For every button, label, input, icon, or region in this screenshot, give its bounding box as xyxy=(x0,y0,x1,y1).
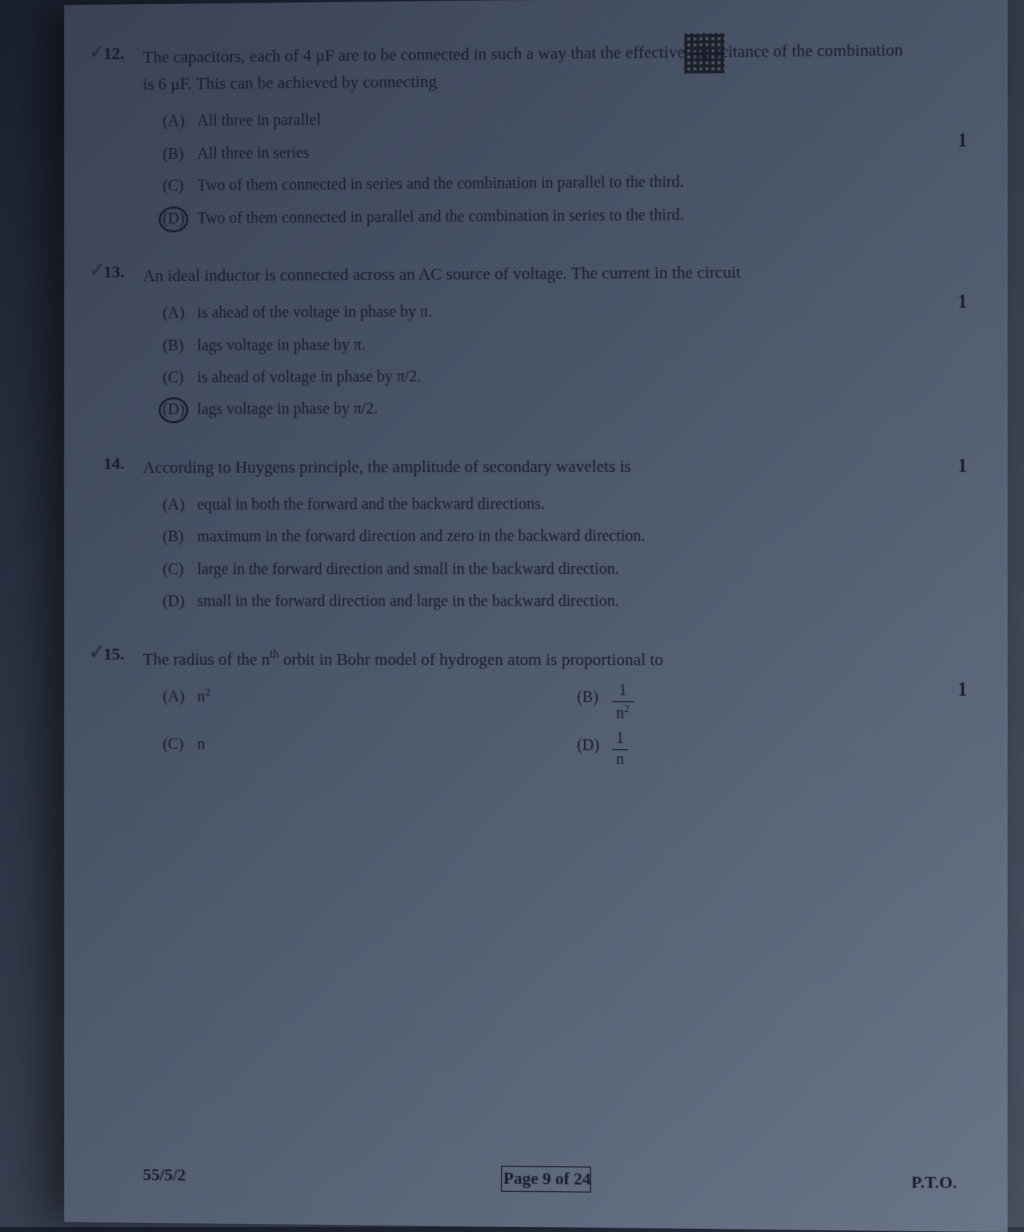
option-text: maximum in the forward direction and zer… xyxy=(197,522,957,553)
option-B: (B) 1 n2 xyxy=(577,683,957,723)
q15-sup: th xyxy=(270,647,279,661)
option-text: All three in parallel xyxy=(197,101,957,138)
option-text: n xyxy=(197,730,537,768)
option-label: (D) xyxy=(163,587,198,617)
option-label: (B) xyxy=(163,523,198,553)
page-number: Page 9 of 24 xyxy=(503,1169,590,1190)
option-label: (A) xyxy=(163,107,198,138)
option-text: large in the forward direction and small… xyxy=(197,554,957,585)
den-sup: 2 xyxy=(624,703,630,715)
pto-label: P.T.O. xyxy=(911,1173,956,1194)
options: (A)equal in both the forward and the bac… xyxy=(143,489,957,618)
q15-text-end: orbit in Bohr model of hydrogen atom is … xyxy=(279,650,663,669)
options: (A)is ahead of the voltage in phase by π… xyxy=(143,295,957,426)
question-number: 13. xyxy=(103,262,124,282)
option-text: is ahead of the voltage in phase by π. xyxy=(197,295,957,329)
fraction: 1 n2 xyxy=(612,683,634,722)
question-text: According to Huygens principle, the ampl… xyxy=(143,451,957,480)
option: (C)Two of them connected in series and t… xyxy=(163,166,957,202)
option: (B)All three in series xyxy=(163,133,957,170)
option: (D)Two of them connected in parallel and… xyxy=(163,198,957,234)
option-A: (A) n2 xyxy=(163,683,537,723)
option: (B)maximum in the forward direction and … xyxy=(163,522,957,553)
option-text: 1 n2 xyxy=(612,683,957,723)
option-D: (D) 1 n xyxy=(577,731,957,769)
option-label: (C) xyxy=(163,172,198,202)
fraction: 1 n xyxy=(612,731,628,768)
question: 14.According to Huygens principle, the a… xyxy=(143,451,957,617)
option-label: (B) xyxy=(163,331,198,361)
option: (C)is ahead of voltage in phase by π/2. xyxy=(163,360,957,394)
option: (B)lags voltage in phase by π. xyxy=(163,327,957,361)
question-text: An ideal inductor is connected across an… xyxy=(143,257,957,289)
question-text: The capacitors, each of 4 μF are to be c… xyxy=(143,36,957,98)
q15-a-sup: 2 xyxy=(205,687,211,699)
question: 13.An ideal inductor is connected across… xyxy=(143,257,957,426)
option-label: (B) xyxy=(163,140,198,170)
option-label: (A) xyxy=(163,491,198,521)
options: (A)All three in parallel(B)All three in … xyxy=(143,101,957,235)
option-text: 1 n xyxy=(612,731,957,769)
option-C: (C) n xyxy=(163,730,537,768)
q15-options: (A) n2 (B) 1 n2 (C) n (D) xyxy=(143,683,957,769)
option-label: (A) xyxy=(163,299,198,329)
marks: 1 xyxy=(958,287,967,316)
denominator: n xyxy=(612,750,628,768)
questions-container: 12.The capacitors, each of 4 μF are to b… xyxy=(143,36,957,618)
denominator: n2 xyxy=(612,702,634,722)
option-text: equal in both the forward and the backwa… xyxy=(197,489,957,521)
marks: 1 xyxy=(958,676,967,705)
option-label: (D) xyxy=(163,204,198,234)
marks: 1 xyxy=(958,451,967,480)
option-label: (B) xyxy=(577,683,612,722)
option-label: (D) xyxy=(163,396,198,426)
question-text: The radius of the nth orbit in Bohr mode… xyxy=(143,645,957,674)
option-label: (D) xyxy=(577,731,612,768)
option-label: (C) xyxy=(163,730,198,767)
option-text: Two of them connected in parallel and th… xyxy=(197,198,957,234)
question-number: 15. xyxy=(103,645,124,665)
q15-text-start: The radius of the n xyxy=(143,650,270,669)
question: 12.The capacitors, each of 4 μF are to b… xyxy=(143,36,957,235)
paper-code: 55/5/2 xyxy=(143,1165,186,1185)
marks: 1 xyxy=(958,126,967,155)
option-label: (A) xyxy=(163,683,198,722)
question-number: 14. xyxy=(103,454,124,474)
option-text: All three in series xyxy=(197,133,957,170)
option: (A)All three in parallel xyxy=(163,101,957,138)
option-text: lags voltage in phase by π/2. xyxy=(197,393,957,426)
q15-a-base: n xyxy=(197,689,205,706)
numerator: 1 xyxy=(612,731,628,750)
den-base: n xyxy=(616,706,624,723)
option: (D)small in the forward direction and la… xyxy=(163,587,957,618)
option: (A)is ahead of the voltage in phase by π… xyxy=(163,295,957,330)
question-15: 15. The radius of the nth orbit in Bohr … xyxy=(143,645,957,769)
option: (A)equal in both the forward and the bac… xyxy=(163,489,957,521)
option: (C)large in the forward direction and sm… xyxy=(163,554,957,585)
option: (D)lags voltage in phase by π/2. xyxy=(163,393,957,426)
option-text: is ahead of voltage in phase by π/2. xyxy=(197,360,957,394)
numerator: 1 xyxy=(612,683,634,702)
option-text: lags voltage in phase by π. xyxy=(197,327,957,361)
question-number: 12. xyxy=(103,44,124,64)
option-label: (C) xyxy=(163,555,198,585)
exam-paper: 12. The capacitors, each of 4 μF are to b… xyxy=(64,0,1007,1232)
option-label: (C) xyxy=(163,363,198,393)
page-footer: 55/5/2 Page 9 of 24 P.T.O. xyxy=(143,1162,957,1196)
option-text: Two of them connected in series and the … xyxy=(197,166,957,202)
option-text: n2 xyxy=(197,683,537,723)
option-text: small in the forward direction and large… xyxy=(197,587,957,618)
